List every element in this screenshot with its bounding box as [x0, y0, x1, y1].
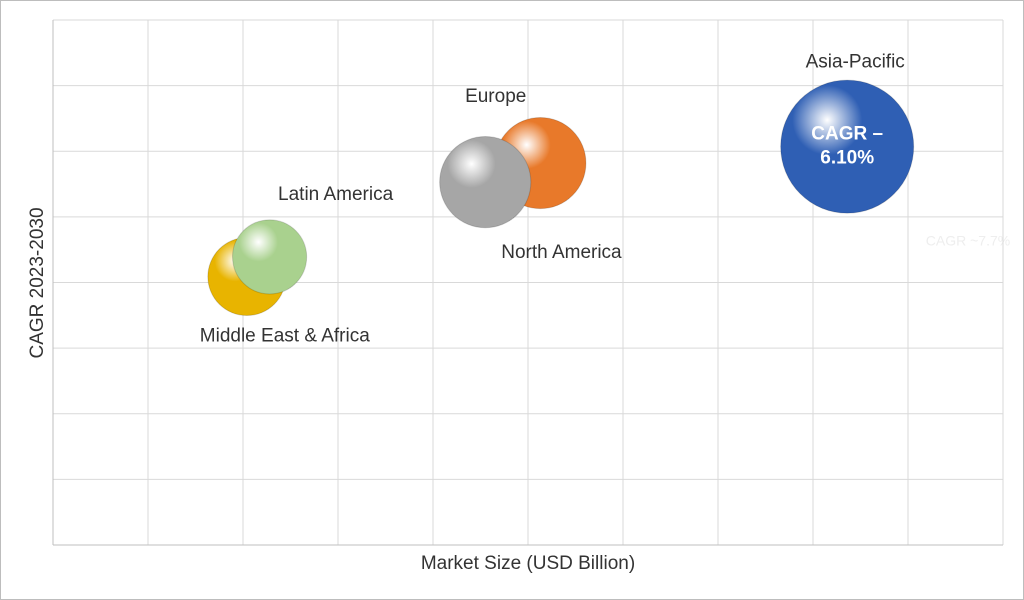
- x-axis-label: Market Size (USD Billion): [421, 553, 635, 574]
- bubble-label: Middle East & Africa: [200, 326, 370, 347]
- bubble: [439, 135, 532, 229]
- bubble-label: Europe: [465, 86, 526, 107]
- bubble-label: Latin America: [278, 184, 394, 205]
- bubble-label: North America: [501, 242, 622, 263]
- bubble-value-label: 6.10%: [820, 148, 874, 169]
- bubble: [232, 219, 308, 295]
- bubble-label: Asia-Pacific: [806, 52, 905, 73]
- y-axis-label: CAGR 2023-2030: [27, 207, 48, 358]
- bubble-value-label: CAGR –: [811, 124, 883, 145]
- bubble: [780, 79, 915, 214]
- annotation: CAGR ~7.7%: [926, 233, 1010, 249]
